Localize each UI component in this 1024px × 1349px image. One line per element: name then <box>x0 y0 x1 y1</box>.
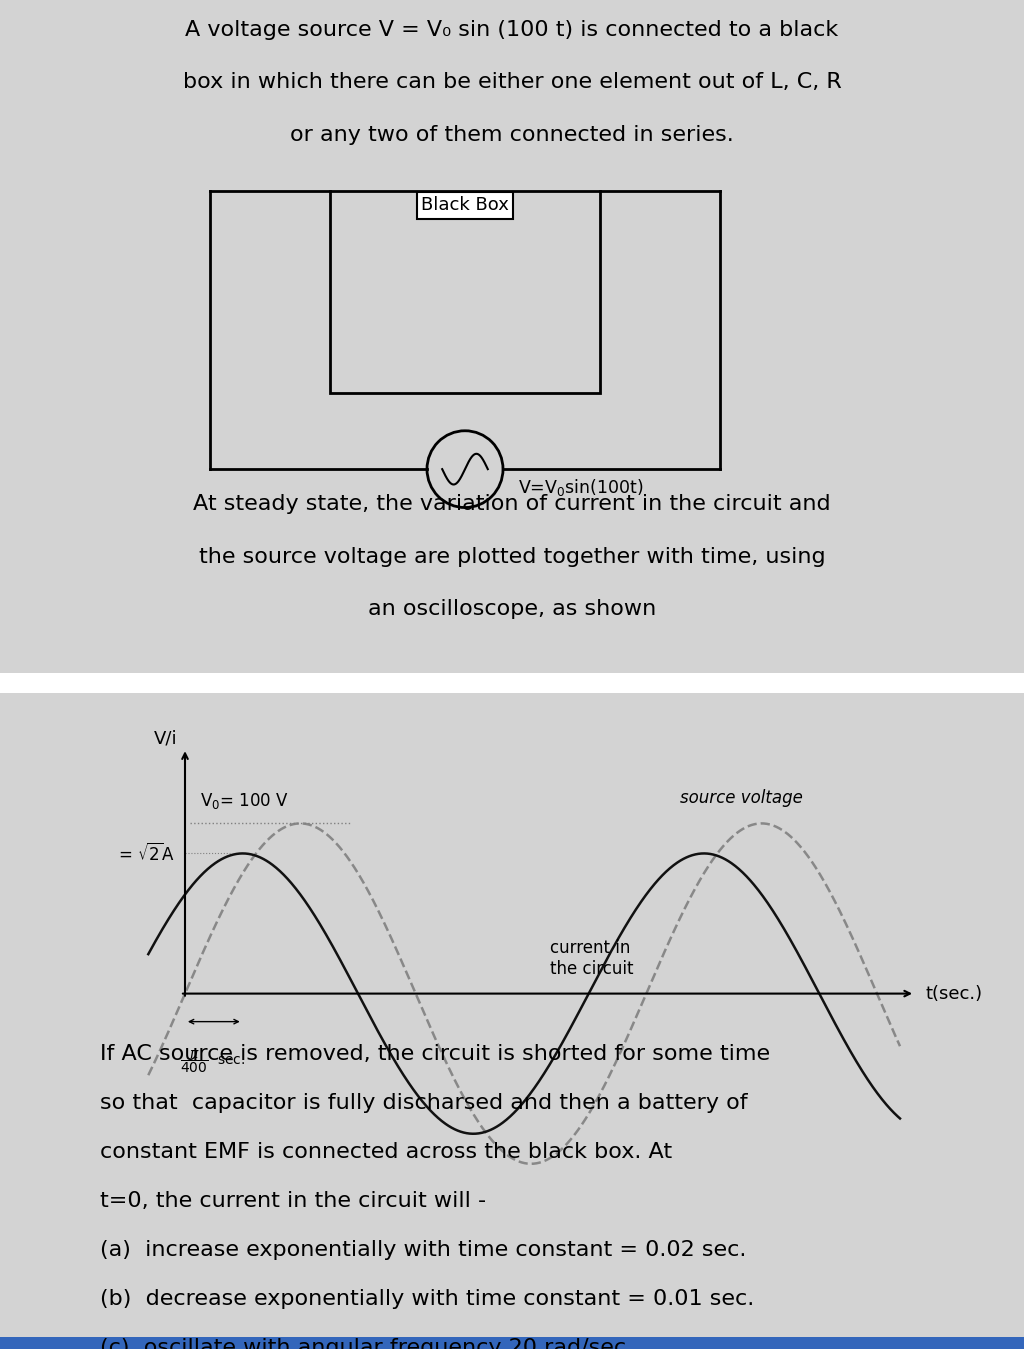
Text: (c)  oscillate with angular frequency 20 rad/sec: (c) oscillate with angular frequency 20 … <box>100 1338 626 1349</box>
Text: If AC source is removed, the circuit is shorted for some time: If AC source is removed, the circuit is … <box>100 1044 770 1063</box>
Text: constant EMF is connected across the black box. At: constant EMF is connected across the bla… <box>100 1141 672 1161</box>
Text: V$_0$= 100 V: V$_0$= 100 V <box>200 792 289 811</box>
Text: or any two of them connected in series.: or any two of them connected in series. <box>290 124 734 144</box>
Text: source voltage: source voltage <box>680 789 803 808</box>
Text: (a)  increase exponentially with time constant = 0.02 sec.: (a) increase exponentially with time con… <box>100 1240 746 1260</box>
Text: At steady state, the variation of current in the circuit and: At steady state, the variation of curren… <box>194 494 830 514</box>
Bar <box>0 679 1024 693</box>
Text: so that  capacitor is fully discharsed and then a battery of: so that capacitor is fully discharsed an… <box>100 1093 748 1113</box>
Text: the source voltage are plotted together with time, using: the source voltage are plotted together … <box>199 546 825 567</box>
Text: = $\sqrt{2}$A: = $\sqrt{2}$A <box>118 842 175 865</box>
Text: t=0, the current in the circuit will -: t=0, the current in the circuit will - <box>100 1191 486 1211</box>
Bar <box>330 192 600 394</box>
Text: V=V$_0$sin(100t): V=V$_0$sin(100t) <box>518 476 644 498</box>
Bar <box>0 673 1024 689</box>
Text: an oscilloscope, as shown: an oscilloscope, as shown <box>368 599 656 619</box>
Text: (b)  decrease exponentially with time constant = 0.01 sec.: (b) decrease exponentially with time con… <box>100 1288 755 1309</box>
Text: A voltage source V = V₀ sin (100 t) is connected to a black: A voltage source V = V₀ sin (100 t) is c… <box>185 20 839 39</box>
Text: V/i: V/i <box>154 730 177 747</box>
Text: box in which there can be either one element out of L, C, R: box in which there can be either one ele… <box>182 73 842 92</box>
Text: t(sec.): t(sec.) <box>925 985 982 1002</box>
Text: $\dfrac{\pi}{400}$  sec.: $\dfrac{\pi}{400}$ sec. <box>180 1048 246 1075</box>
Text: current in
the circuit: current in the circuit <box>550 939 634 978</box>
Bar <box>0 1337 1024 1349</box>
Text: Black Box: Black Box <box>421 197 509 214</box>
